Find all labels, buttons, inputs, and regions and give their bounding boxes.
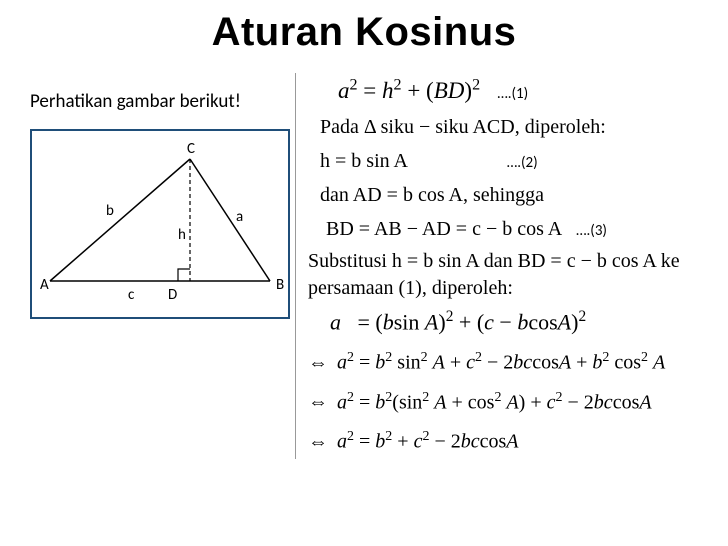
side-AC — [50, 159, 190, 281]
eq3-note: ….(3) — [576, 222, 607, 240]
equation-9: ⇔ a2 = b2(sin2 A + cos2 A) + c2 − 2bccos… — [308, 387, 720, 419]
label-D: D — [168, 286, 177, 304]
eq1-note: ….(1) — [497, 85, 528, 103]
label-b: b — [106, 202, 114, 220]
equation-8: ⇔ a2 = b2 sin2 A + c2 − 2bccosA + b2 cos… — [308, 347, 720, 379]
right-column: a2 = h2 + (BD)2 ….(1) Pada Δ siku − siku… — [295, 73, 728, 459]
line-6: Substitusi h = b sin A dan BD = c − b co… — [308, 248, 720, 302]
page-title: Aturan Kosinus — [0, 0, 728, 55]
right-angle-icon — [178, 269, 190, 281]
triangle-figure: A B C D b a c h — [30, 129, 290, 319]
line-4: dan AD = b cos A, sehingga — [308, 180, 720, 211]
label-A: A — [40, 276, 49, 294]
label-C: C — [187, 141, 195, 158]
side-BC — [190, 159, 270, 281]
label-h: h — [178, 226, 186, 244]
left-column: Perhatikan gambar berikut! A B C D b a c — [0, 73, 295, 459]
label-c: c — [128, 286, 135, 304]
line-2: Pada Δ siku − siku ACD, diperoleh: — [308, 112, 720, 143]
line-3: h = b sin A ….(2) — [308, 146, 720, 177]
instruction-text: Perhatikan gambar berikut! — [30, 89, 285, 115]
equation-7: a = (bsin A)2 + (c − bcosA)2 — [308, 305, 720, 339]
line-5: BD = AB − AD = c − b cos A ….(3) — [308, 214, 720, 245]
label-a: a — [236, 208, 243, 226]
equation-1: a2 = h2 + (BD)2 ….(1) — [308, 73, 720, 109]
eq2-note: ….(2) — [507, 154, 538, 172]
triangle-svg: A B C D b a c h — [40, 141, 284, 306]
content-area: Perhatikan gambar berikut! A B C D b a c — [0, 73, 728, 459]
equation-10: ⇔ a2 = b2 + c2 − 2bccosA — [308, 426, 720, 458]
label-B: B — [276, 276, 284, 294]
